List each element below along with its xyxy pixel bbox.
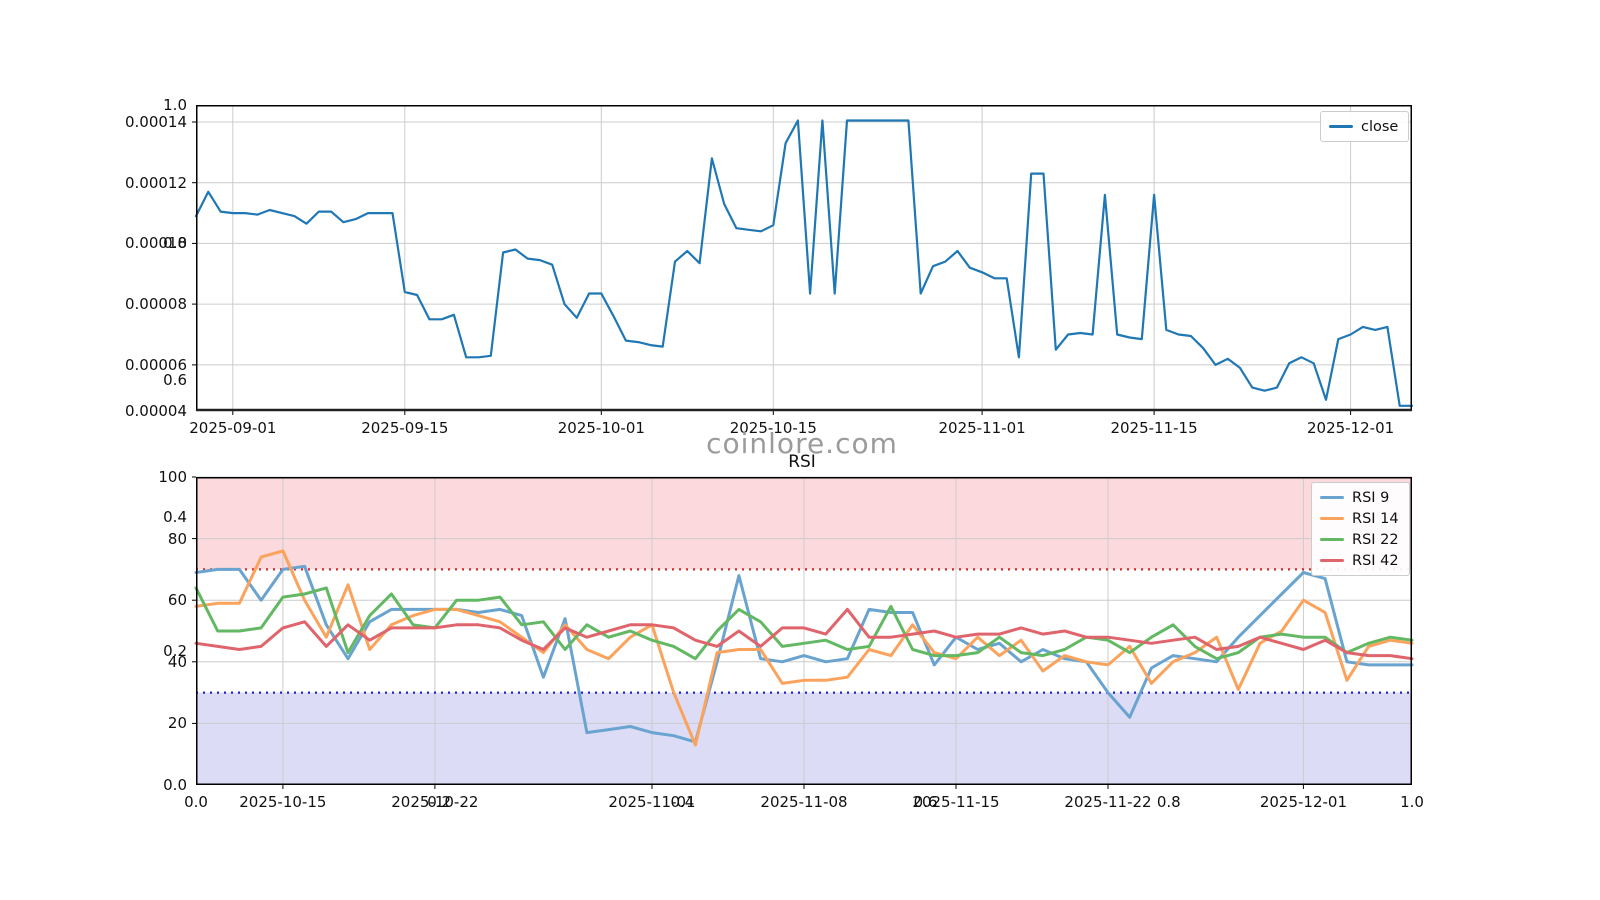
watermark-coinlore: coinlore.com (706, 427, 898, 460)
tick-label: 1.0 (163, 96, 187, 114)
tick-label: 2025-09-15 (361, 419, 449, 437)
tick-label: 2025-11-01 (938, 419, 1026, 437)
legend-item-rsi9: RSI 9 (1320, 487, 1399, 508)
tick-label: 60 (167, 591, 187, 610)
rsi14-line-swatch (1320, 517, 1344, 520)
tick-label: 0.4 (163, 508, 187, 526)
rsi42-line-swatch (1320, 559, 1344, 562)
legend-rsi: RSI 9 RSI 14 RSI 22 RSI 42 (1311, 482, 1410, 576)
tick-label: 0.4 (670, 793, 695, 811)
tick-label: 2025-10-15 (729, 419, 817, 437)
tick-label: 2025-11-08 (760, 793, 848, 811)
tick-label: 2025-11-15 (912, 793, 1000, 811)
tick-label: 2025-12-01 (1306, 419, 1395, 437)
price-chart-canvas (192, 105, 1414, 415)
tick-label: 80 (167, 529, 187, 548)
legend-label: RSI 9 (1352, 489, 1390, 506)
close-line-swatch (1329, 125, 1353, 128)
tick-label: 2025-12-01 (1259, 793, 1348, 811)
tick-label: 2025-11-01 (608, 793, 696, 811)
tick-label: 40 (167, 652, 187, 671)
rsi-title: RSI (788, 452, 816, 472)
legend-item-rsi14: RSI 14 (1320, 508, 1399, 529)
tick-label: 0.0 (163, 776, 187, 794)
tick-label: 0.00010 (124, 234, 187, 253)
legend-label: RSI 14 (1352, 510, 1399, 527)
tick-label: 0.00008 (124, 295, 187, 314)
legend-item-rsi22: RSI 22 (1320, 529, 1399, 550)
rsi22-line-swatch (1320, 538, 1344, 541)
legend-item-rsi42: RSI 42 (1320, 550, 1399, 571)
tick-label: 0.00006 (124, 355, 187, 374)
tick-label: 0.00014 (124, 113, 187, 131)
legend-close: close (1320, 111, 1410, 142)
tick-label: 0.0 (184, 793, 208, 811)
tick-label: 1.0 (1400, 793, 1424, 811)
tick-label: 20 (167, 714, 187, 733)
tick-label: 0.00012 (124, 173, 187, 192)
tick-label: 0.2 (163, 642, 187, 660)
tick-label: 0.6 (163, 371, 187, 389)
tick-label: 0.2 (427, 793, 452, 811)
rsi9-line-swatch (1320, 496, 1344, 499)
legend-label: RSI 42 (1352, 552, 1399, 569)
tick-label: 2025-11-22 (1064, 793, 1152, 811)
tick-label: 0.8 (163, 234, 187, 252)
legend-label: close (1361, 118, 1399, 135)
tick-label: 2025-11-15 (1110, 419, 1198, 437)
tick-label: 0.8 (1156, 793, 1181, 811)
tick-label: 2025-09-01 (189, 419, 277, 437)
tick-label: 0.00004 (124, 402, 187, 420)
legend-label: RSI 22 (1352, 531, 1399, 548)
rsi-chart-canvas (192, 476, 1414, 789)
tick-label: 100 (158, 468, 187, 486)
tick-label: 2025-10-01 (557, 419, 645, 437)
tick-label: 2025-10-22 (391, 793, 479, 811)
tick-label: 0.6 (913, 793, 938, 811)
legend-item-close: close (1329, 116, 1398, 137)
tick-label: 2025-10-15 (239, 793, 327, 811)
